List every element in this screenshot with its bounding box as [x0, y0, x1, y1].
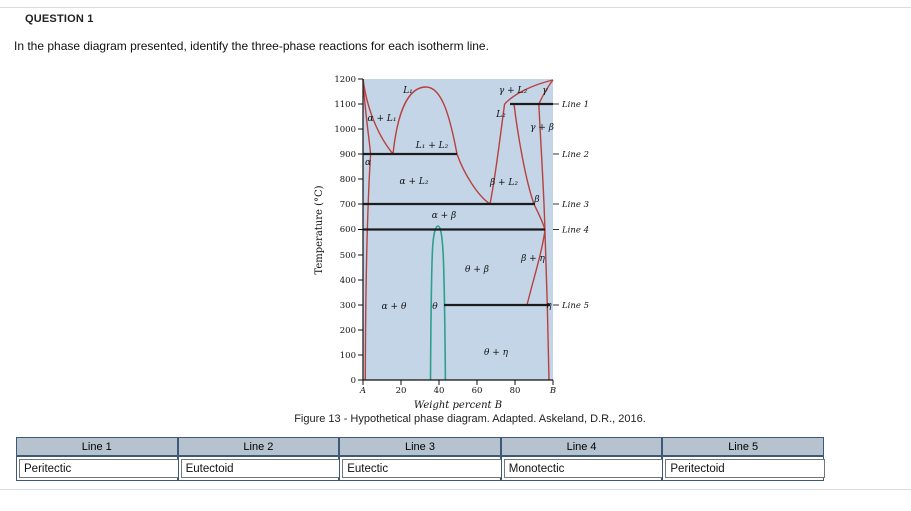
y-tick-label: 1200 — [334, 75, 356, 85]
question-header: QUESTION 1 — [25, 13, 94, 25]
phase-label-alpha-L2: α + L₂ — [400, 177, 429, 187]
y-tick-label: 600 — [340, 225, 356, 235]
y-axis-title: Temperature (°C) — [314, 185, 325, 274]
x-axis-title: Weight percent B — [414, 400, 502, 411]
answer-header-line-2: Line 2 — [177, 437, 340, 456]
phase-label-alpha-theta: α + θ — [382, 302, 407, 312]
phase-label-L2: L₂ — [495, 110, 506, 120]
phase-diagram-figure: 1200 1100 1000 900 800 700 600 500 400 3… — [298, 62, 638, 418]
phase-diagram-svg: 1200 1100 1000 900 800 700 600 500 400 3… — [314, 75, 589, 411]
answers-input-row — [16, 456, 825, 481]
y-tick-label: 1100 — [334, 100, 356, 110]
bottom-divider — [0, 489, 911, 490]
answer-header-line-4: Line 4 — [500, 437, 663, 456]
top-divider — [0, 7, 911, 8]
line-label-dashes — [553, 103, 559, 306]
y-tick-label: 500 — [340, 251, 356, 261]
phase-label-gamma-L2: γ + L₂ — [499, 86, 528, 96]
phase-label-theta-beta: θ + β — [465, 265, 489, 275]
phase-label-alpha-L1: α + L₁ — [368, 114, 397, 124]
answer-input-line-5[interactable] — [665, 459, 825, 478]
phase-label-alpha: α — [365, 158, 371, 168]
phase-label-gamma-beta: γ + β — [530, 123, 554, 133]
y-tick-label: 100 — [340, 351, 356, 361]
x-axis-tick-labels: A 20 40 60 80 B — [359, 386, 556, 396]
answer-cell — [339, 456, 502, 481]
phase-label-theta-eta: θ + η — [484, 348, 509, 358]
figure-caption: Figure 13 - Hypothetical phase diagram. … — [294, 413, 646, 425]
phase-label-alpha-beta: α + β — [432, 211, 457, 221]
line-3-label: Line 3 — [561, 200, 589, 210]
theta-boundary — [429, 225, 447, 381]
line-1-label: Line 1 — [561, 100, 589, 110]
y-tick-label: 0 — [351, 376, 356, 386]
isotherm-lines — [363, 102, 553, 307]
x-tick-marks — [362, 380, 554, 385]
answer-header-line-1: Line 1 — [16, 437, 178, 456]
x-tick-label: A — [359, 386, 366, 396]
answer-input-line-2[interactable] — [180, 459, 341, 478]
x-tick-label: 40 — [434, 386, 445, 396]
answer-cell — [16, 456, 179, 481]
x-tick-label: B — [549, 386, 556, 396]
answer-cell — [662, 456, 825, 481]
answer-header-line-5: Line 5 — [662, 437, 824, 456]
y-tick-label: 900 — [340, 150, 356, 160]
x-tick-label: 80 — [510, 386, 521, 396]
phase-label-beta: β — [533, 195, 539, 205]
y-tick-label: 400 — [340, 276, 356, 286]
line-2-label: Line 2 — [561, 150, 589, 160]
y-tick-label: 700 — [340, 200, 356, 210]
y-tick-label: 200 — [340, 326, 356, 336]
answers-header-row: Line 1 Line 2 Line 3 Line 4 Line 5 — [16, 437, 824, 456]
isotherm-callout-labels: Line 1 Line 2 Line 3 Line 4 Line 5 — [561, 100, 589, 311]
phase-label-beta-eta: β + η — [520, 254, 545, 264]
line-5-label: Line 5 — [561, 301, 589, 311]
phase-label-theta: θ — [432, 302, 438, 312]
y-axis-tick-labels: 1200 1100 1000 900 800 700 600 500 400 3… — [334, 75, 356, 386]
phase-region-labels: L₁ γ + L₂ γ L₂ α + L₁ γ + β L₁ + L₂ α α … — [365, 86, 554, 358]
answer-cell — [500, 456, 664, 481]
answer-input-line-4[interactable] — [503, 459, 664, 478]
y-tick-marks — [358, 78, 363, 381]
phase-label-L1: L₁ — [402, 86, 413, 96]
question-text: In the phase diagram presented, identify… — [14, 39, 489, 53]
answer-input-line-1[interactable] — [19, 459, 179, 478]
answer-header-line-3: Line 3 — [339, 437, 501, 456]
phase-label-L1-L2: L₁ + L₂ — [415, 141, 449, 151]
answers-table: Line 1 Line 2 Line 3 Line 4 Line 5 — [16, 437, 825, 481]
x-tick-label: 20 — [396, 386, 407, 396]
phase-label-gamma: γ — [542, 86, 548, 96]
y-tick-label: 300 — [340, 301, 356, 311]
phase-boundaries — [362, 78, 554, 381]
phase-label-eta: η — [546, 301, 552, 311]
y-tick-label: 1000 — [334, 125, 356, 135]
line-4-label: Line 4 — [561, 226, 589, 236]
y-tick-label: 800 — [340, 175, 356, 185]
answer-input-line-3[interactable] — [342, 459, 502, 478]
x-tick-label: 60 — [472, 386, 483, 396]
answer-cell — [177, 456, 341, 481]
phase-label-beta-L2: β + L₂ — [489, 178, 518, 188]
